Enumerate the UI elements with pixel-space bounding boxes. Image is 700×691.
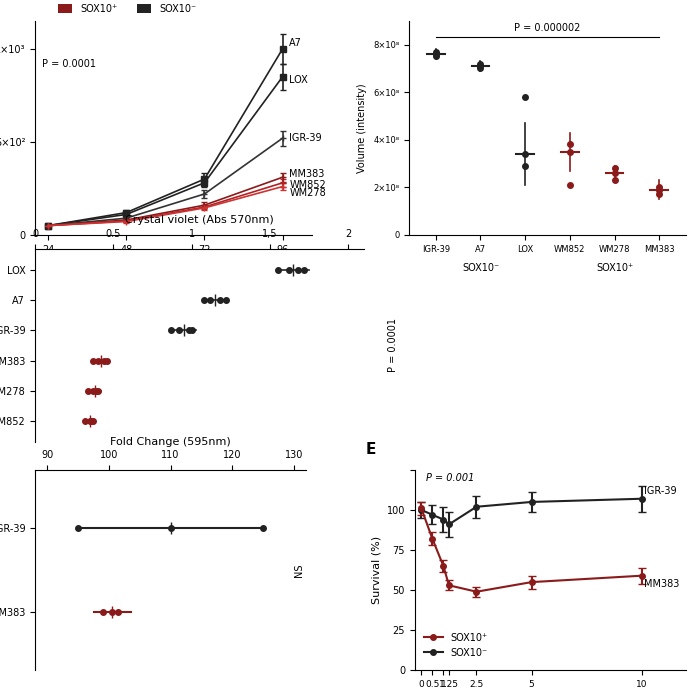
Text: LOX: LOX xyxy=(289,75,308,85)
Text: WM278: WM278 xyxy=(289,188,326,198)
Text: P = 0.0001: P = 0.0001 xyxy=(388,319,398,372)
Text: SOX10⁺: SOX10⁺ xyxy=(596,263,633,273)
Legend: SOX10⁺, SOX10⁻: SOX10⁺, SOX10⁻ xyxy=(419,629,492,661)
X-axis label: Fold Change (595nm): Fold Change (595nm) xyxy=(111,437,231,446)
Text: NS: NS xyxy=(294,563,304,577)
Text: IGR-39: IGR-39 xyxy=(644,486,677,495)
Text: WM852: WM852 xyxy=(289,180,326,189)
Text: IGR-39: IGR-39 xyxy=(289,133,322,143)
Text: MM383: MM383 xyxy=(289,169,325,180)
Legend: SOX10⁺, SOX10⁻: SOX10⁺, SOX10⁻ xyxy=(54,0,200,18)
Text: E: E xyxy=(366,442,377,457)
Text: P = 0.0001: P = 0.0001 xyxy=(41,59,95,69)
Text: SOX10⁻: SOX10⁻ xyxy=(462,263,499,273)
Text: P = 0.001: P = 0.001 xyxy=(426,473,474,483)
X-axis label: Crystal violet (Abs 570nm): Crystal violet (Abs 570nm) xyxy=(125,216,274,225)
Y-axis label: Volume (intensity): Volume (intensity) xyxy=(358,83,368,173)
Y-axis label: Survival (%): Survival (%) xyxy=(371,536,381,604)
Text: MM383: MM383 xyxy=(644,578,680,589)
Text: A7: A7 xyxy=(289,38,302,48)
Text: P = 0.000002: P = 0.000002 xyxy=(514,23,581,33)
